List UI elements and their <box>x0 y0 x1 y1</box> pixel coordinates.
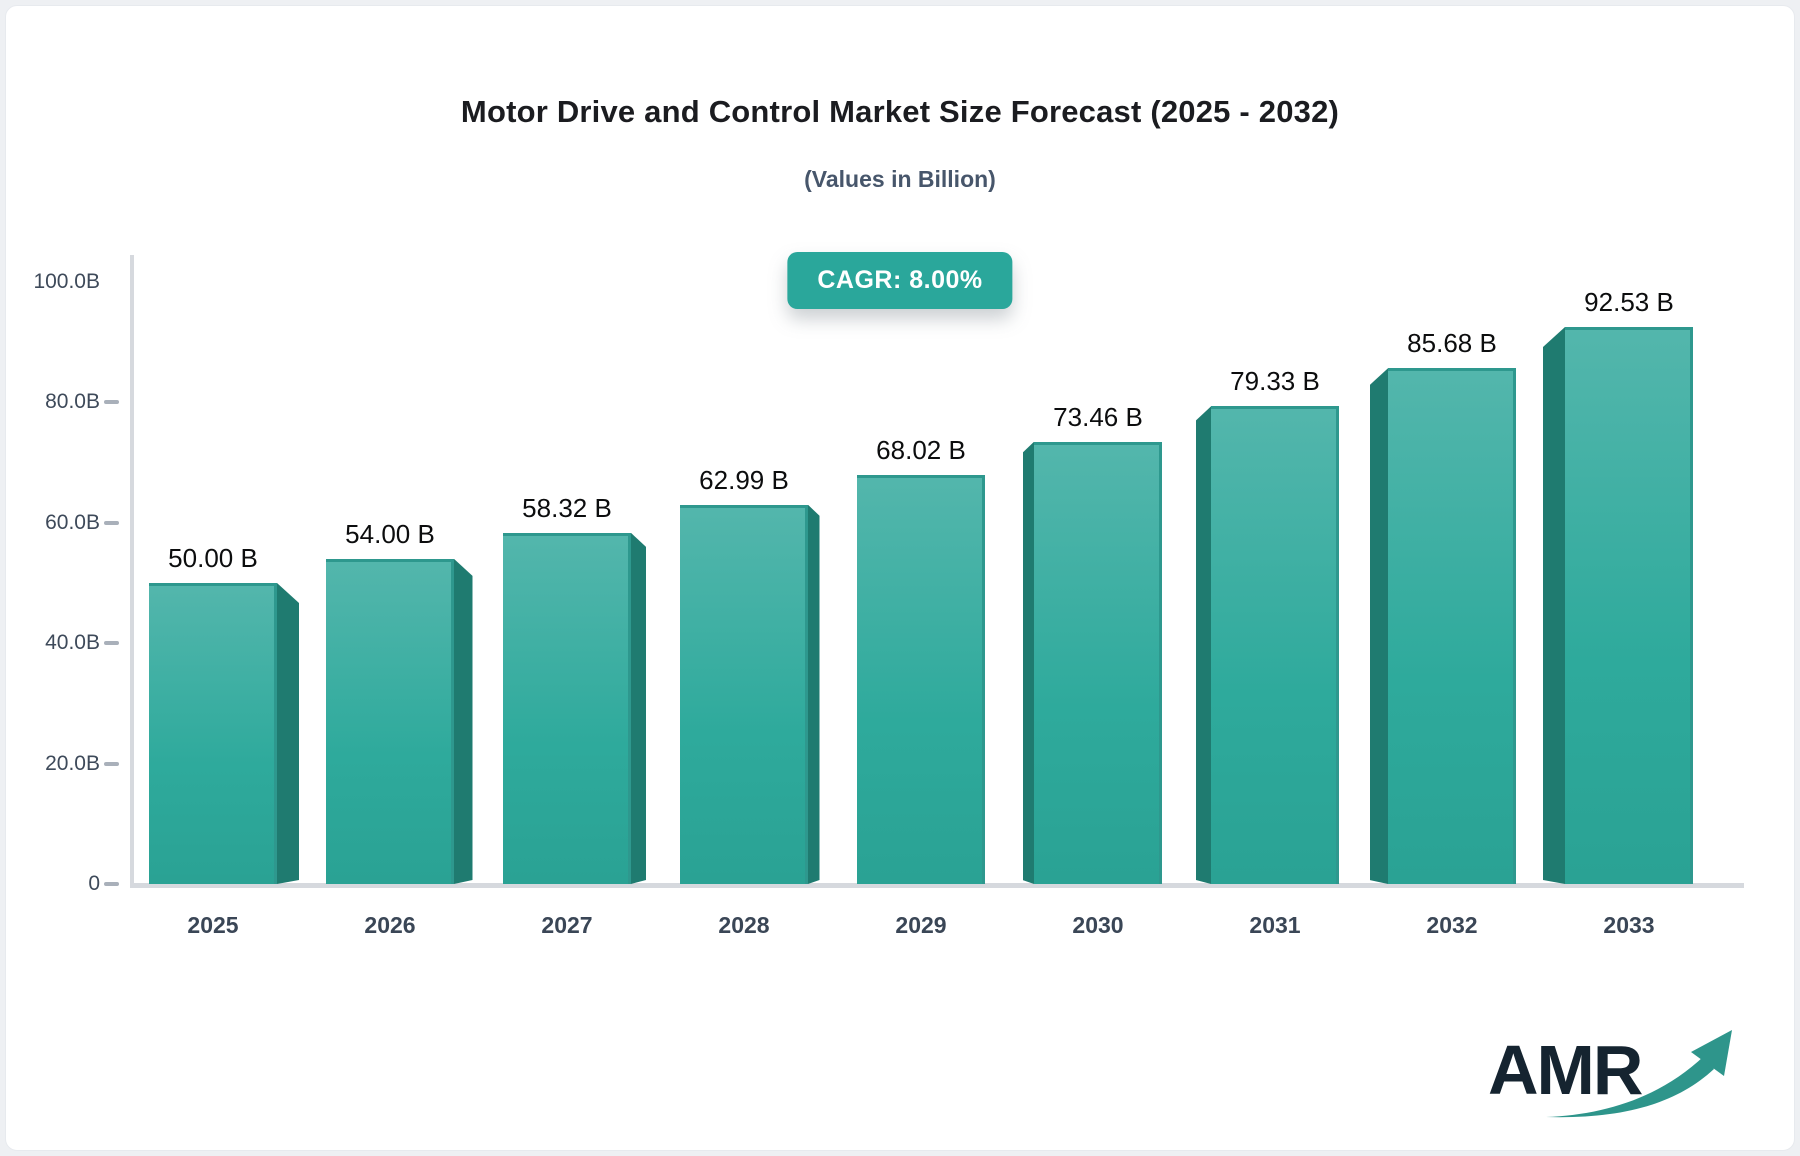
y-tick-label: 0 <box>88 872 100 895</box>
bar-2032 <box>1388 368 1516 884</box>
bar-2031 <box>1211 406 1339 884</box>
x-tick-label-2033: 2033 <box>1603 912 1655 938</box>
bar-2030 <box>1034 441 1162 884</box>
bar-value-label: 62.99 B <box>699 464 789 495</box>
bar-3d-side-2026 <box>454 559 473 884</box>
bar-3d-side-2033 <box>1543 327 1565 884</box>
bar-3d-side-2025 <box>277 583 299 884</box>
y-tick-label: 100.0B <box>33 270 100 293</box>
chart-title: Motor Drive and Control Market Size Fore… <box>460 94 1340 129</box>
bar-value-label: 50.00 B <box>168 543 258 573</box>
y-axis-line <box>130 255 134 885</box>
cagr-badge: CAGR: 8.00% <box>787 252 1013 309</box>
bar-2028 <box>680 504 808 884</box>
x-axis-line <box>130 883 1744 888</box>
bar-2026 <box>326 558 454 884</box>
x-tick-label-2025: 2025 <box>187 912 239 938</box>
x-tick-label-2027: 2027 <box>541 912 593 938</box>
y-tick-label: 80.0B <box>45 390 100 414</box>
bar-3d-side-2032 <box>1370 368 1389 884</box>
bar-3d-side-2030 <box>1023 442 1035 884</box>
logo-growth-arrow-icon <box>1546 1030 1732 1118</box>
y-tick-label: 20.0B <box>45 751 100 775</box>
bar-value-label: 73.46 B <box>1053 401 1143 432</box>
bar-3d-side-2027 <box>631 533 646 884</box>
y-tick-label: 40.0B <box>45 631 100 655</box>
bar-3d-side-2031 <box>1196 406 1211 884</box>
x-tick-label-2031: 2031 <box>1249 912 1301 938</box>
bar-3d-side-2028 <box>808 505 820 884</box>
y-tick-mark <box>104 400 119 405</box>
y-tick-mark <box>104 520 119 525</box>
bar-value-label: 92.53 B <box>1584 286 1674 317</box>
y-tick-label: 60.0B <box>45 510 100 534</box>
bar-2027 <box>503 532 631 884</box>
bar-value-label: 79.33 B <box>1230 366 1320 397</box>
x-tick-label-2032: 2032 <box>1426 912 1478 938</box>
x-tick-label-2030: 2030 <box>1072 912 1124 938</box>
bar-2029 <box>857 474 985 884</box>
bar-2025 <box>149 583 277 884</box>
y-tick-mark <box>104 882 119 886</box>
amr-logo: AMR <box>1488 1022 1748 1122</box>
chart-subtitle: (Values in Billion) <box>804 166 996 192</box>
amr-logo-text: AMR <box>1488 1031 1643 1109</box>
bar-value-label: 68.02 B <box>876 434 966 465</box>
y-tick-mark <box>104 761 119 766</box>
bar-value-label: 85.68 B <box>1407 328 1497 359</box>
bar-2033 <box>1565 326 1693 884</box>
y-tick-mark <box>104 641 119 646</box>
x-tick-label-2026: 2026 <box>364 912 416 938</box>
x-tick-label-2028: 2028 <box>718 912 770 938</box>
bar-value-label: 54.00 B <box>345 518 435 549</box>
x-tick-label-2029: 2029 <box>895 912 947 938</box>
bar-value-label: 58.32 B <box>522 492 612 523</box>
